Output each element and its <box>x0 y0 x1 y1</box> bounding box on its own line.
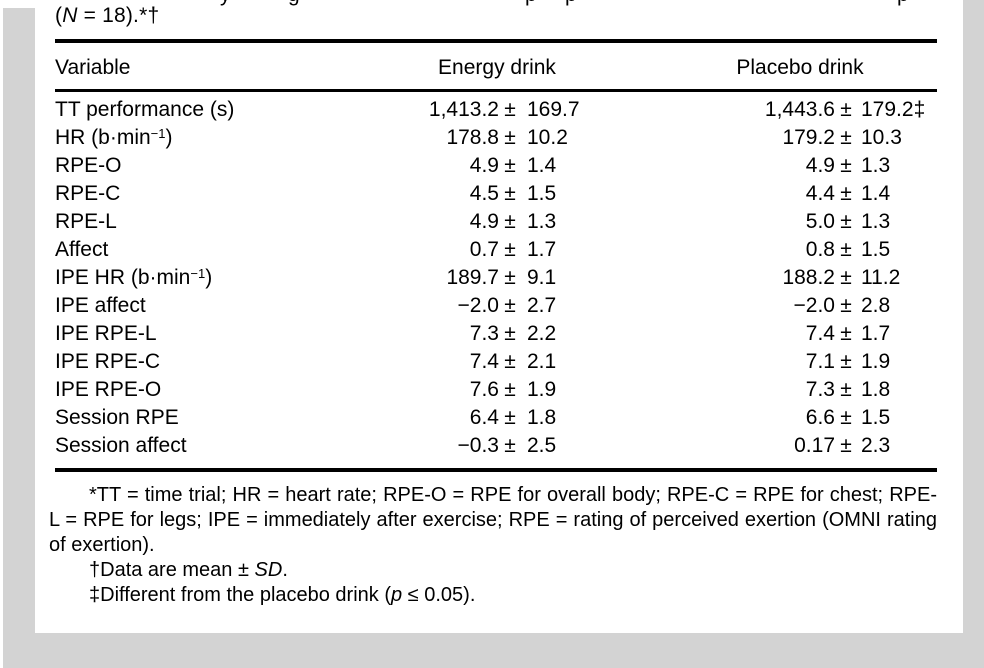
row-label: Session affect <box>55 434 187 457</box>
energy-value: 4.9 ±1.3 <box>469 210 557 233</box>
placebo-value: 0.17 ±2.3 <box>794 434 891 457</box>
column-header-energy-drink: Energy drink <box>438 56 556 79</box>
row-label: RPE-L <box>55 210 117 233</box>
row-label: TT performance (s) <box>55 98 235 121</box>
clipped-caption-fragment: p <box>565 0 577 7</box>
footnote-abbreviations: *TT = time trial; HR = heart rate; RPE-O… <box>49 484 937 556</box>
energy-value: 7.6 ±1.9 <box>469 378 557 401</box>
row-label: IPE RPE-O <box>55 378 162 401</box>
row-label: Affect <box>55 238 109 261</box>
table-header-rule <box>55 89 937 92</box>
placebo-value: 7.1 ±1.9 <box>805 350 891 373</box>
table-row: IPE affect −2.0 ±2.7 −2.0 ±2.8 <box>55 292 937 320</box>
energy-value: −0.3 ±2.5 <box>457 434 557 457</box>
placebo-value: −2.0 ±2.8 <box>793 294 891 317</box>
page-margin-right <box>963 0 984 668</box>
column-header-variable: Variable <box>55 56 131 79</box>
energy-value: 189.7 ±9.1 <box>446 266 557 289</box>
table-row: IPE HR (b·min−1) 189.7 ±9.1 188.2 ±11.2 <box>55 264 937 292</box>
table-row: RPE-O 4.9 ±1.4 4.9 ±1.3 <box>55 152 937 180</box>
placebo-value: 179.2 ±10.3 <box>782 126 902 149</box>
row-label: RPE-O <box>55 154 122 177</box>
energy-value: 6.4 ±1.8 <box>469 406 557 429</box>
footnote-significance: ‡Different from the placebo drink (p ≤ 0… <box>89 584 476 606</box>
table-row: IPE RPE-O 7.6 ±1.9 7.3 ±1.8 <box>55 376 937 404</box>
energy-value: 4.9 ±1.4 <box>469 154 557 177</box>
energy-value: 0.7 ±1.7 <box>469 238 557 261</box>
row-label: HR (b·min−1) <box>55 126 173 149</box>
energy-value: 7.3 ±2.2 <box>469 322 557 345</box>
row-label: IPE affect <box>55 294 146 317</box>
page-margin-left <box>3 8 35 668</box>
placebo-value: 4.4 ±1.4 <box>805 182 891 205</box>
row-label: Session RPE <box>55 406 179 429</box>
footnote-data-are-mean-sd: †Data are mean ± SD. <box>89 559 288 581</box>
row-label: RPE-C <box>55 182 121 205</box>
placebo-value: 6.6 ±1.5 <box>805 406 891 429</box>
row-label: IPE RPE-L <box>55 322 157 345</box>
row-label: IPE HR (b·min−1) <box>55 266 213 289</box>
clipped-caption-fragment: p <box>897 0 909 7</box>
table-row: IPE RPE-C 7.4 ±2.1 7.1 ±1.9 <box>55 348 937 376</box>
table-footnotes: *TT = time trial; HR = heart rate; RPE-O… <box>49 483 937 608</box>
table-page: y g p p p (N = 18).*† Variable Energy dr… <box>35 0 963 633</box>
significance-marker: ‡ <box>913 98 926 121</box>
energy-value: 7.4 ±2.1 <box>469 350 557 373</box>
table-row: Affect 0.7 ±1.7 0.8 ±1.5 <box>55 236 937 264</box>
energy-value: 4.5 ±1.5 <box>469 182 557 205</box>
column-header-placebo-drink: Placebo drink <box>736 56 864 79</box>
energy-value: 1,413.2 ±169.7 <box>428 98 580 121</box>
table-top-rule <box>55 39 937 43</box>
table-row: Session RPE 6.4 ±1.8 6.6 ±1.5 <box>55 404 937 432</box>
table-row: RPE-L 4.9 ±1.3 5.0 ±1.3 <box>55 208 937 236</box>
energy-value: −2.0 ±2.7 <box>457 294 557 317</box>
table-caption-line: (N = 18).*† <box>55 4 160 27</box>
table-row: IPE RPE-L 7.3 ±2.2 7.4 ±1.7 <box>55 320 937 348</box>
placebo-value: 5.0 ±1.3 <box>805 210 891 233</box>
page-margin-bottom <box>3 633 984 668</box>
table-row: TT performance (s) 1,413.2 ±169.7 1,443.6… <box>55 96 937 124</box>
clipped-caption-fragment: p <box>525 0 537 7</box>
placebo-value: 188.2 ±11.2 <box>782 266 901 289</box>
table-header-row: Variable Energy drink Placebo drink <box>55 52 937 84</box>
placebo-value: 7.3 ±1.8 <box>805 378 891 401</box>
table-bottom-rule <box>55 468 937 472</box>
placebo-value: 1,443.6 ±179.2 ‡ <box>764 98 926 121</box>
clipped-caption-fragment: g <box>288 0 300 7</box>
table-row: RPE-C 4.5 ±1.5 4.4 ±1.4 <box>55 180 937 208</box>
placebo-value: 7.4 ±1.7 <box>805 322 891 345</box>
clipped-caption-fragment: y <box>220 0 231 7</box>
table-row: Session affect −0.3 ±2.5 0.17 ±2.3 <box>55 432 937 460</box>
energy-value: 178.8 ±10.2 <box>446 126 568 149</box>
row-label: IPE RPE-C <box>55 350 161 373</box>
placebo-value: 0.8 ±1.5 <box>805 238 891 261</box>
placebo-value: 4.9 ±1.3 <box>805 154 891 177</box>
table-row: HR (b·min−1) 178.8 ±10.2 179.2 ±10.3 <box>55 124 937 152</box>
table-body: TT performance (s) 1,413.2 ±169.7 1,443.6… <box>55 96 937 460</box>
